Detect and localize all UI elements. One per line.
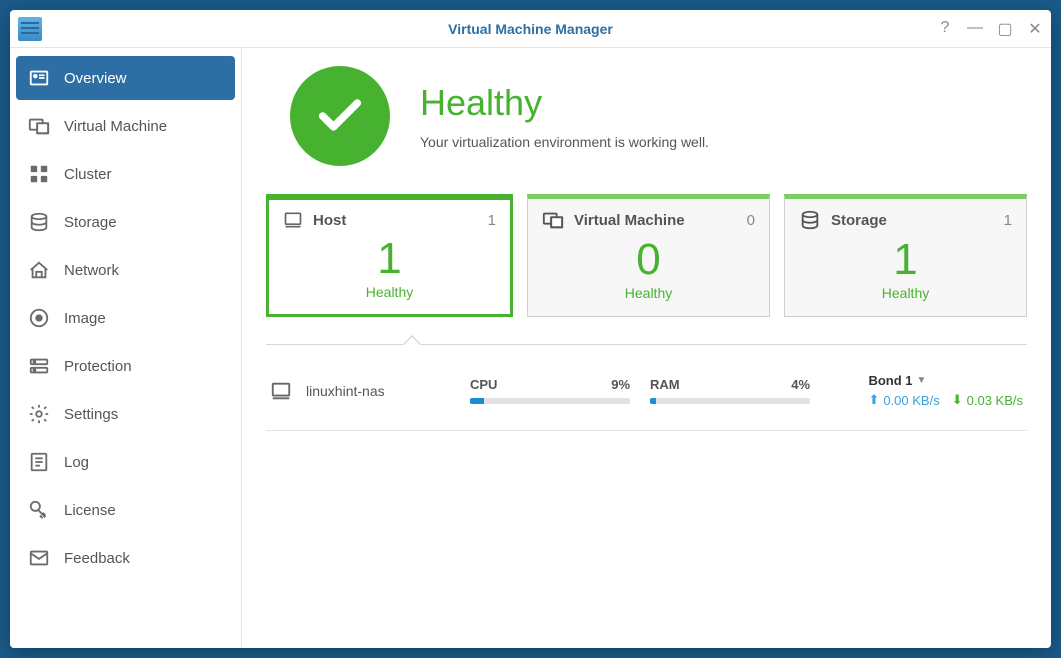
card-status: Healthy [799, 285, 1012, 301]
card-value: 1 [799, 235, 1012, 285]
sidebar-item-feedback[interactable]: Feedback [16, 536, 235, 580]
health-check-icon [290, 66, 390, 166]
sidebar-item-cluster[interactable]: Cluster [16, 152, 235, 196]
health-text: Healthy Your virtualization environment … [420, 82, 709, 150]
health-panel: Healthy Your virtualization environment … [266, 66, 1027, 166]
bond-name[interactable]: Bond 1 ▼ [868, 373, 1023, 388]
health-subtitle: Your virtualization environment is worki… [420, 134, 709, 150]
host-row[interactable]: linuxhint-nas CPU 9% RAM 4% [266, 365, 1027, 431]
overview-icon [28, 67, 50, 89]
cluster-icon [28, 163, 50, 185]
sidebar-item-label: Cluster [64, 166, 112, 183]
card-value: 1 [283, 234, 496, 284]
main-content: Healthy Your virtualization environment … [242, 48, 1051, 648]
card-storage[interactable]: Storage11Healthy [784, 194, 1027, 317]
sidebar-item-virtual-machine[interactable]: Virtual Machine [16, 104, 235, 148]
download-rate: ⬇ 0.03 KB/s [952, 392, 1023, 408]
ram-label: RAM [650, 377, 680, 392]
storage-icon [799, 209, 821, 231]
sidebar-item-label: Settings [64, 406, 118, 423]
sidebar-item-label: Overview [64, 70, 127, 87]
sidebar: Overview Virtual Machine Cluster Storage Net… [10, 48, 242, 648]
sidebar-item-network[interactable]: Network [16, 248, 235, 292]
sidebar-item-log[interactable]: Log [16, 440, 235, 484]
host-name-cell: linuxhint-nas [270, 380, 450, 402]
card-virtual-machine[interactable]: Virtual Machine00Healthy [527, 194, 770, 317]
image-icon [28, 307, 50, 329]
card-status: Healthy [283, 284, 496, 300]
sidebar-item-label: Feedback [64, 550, 130, 567]
ram-bar [650, 398, 810, 404]
app-window: Virtual Machine Manager ? — ▢ ✕ Overview… [10, 10, 1051, 648]
settings-icon [28, 403, 50, 425]
sidebar-item-license[interactable]: License [16, 488, 235, 532]
host-icon [283, 210, 303, 230]
sidebar-item-label: Image [64, 310, 106, 327]
feedback-icon [28, 547, 50, 569]
window-title: Virtual Machine Manager [10, 21, 1051, 37]
download-icon: ⬇ [952, 392, 963, 408]
card-count: 0 [747, 212, 755, 229]
card-pointer-row [266, 335, 1027, 355]
card-count: 1 [1004, 212, 1012, 229]
sidebar-item-label: Log [64, 454, 89, 471]
summary-cards: Host11HealthyVirtual Machine00HealthySto… [266, 194, 1027, 317]
cpu-metric: CPU 9% [470, 377, 630, 404]
sidebar-item-storage[interactable]: Storage [16, 200, 235, 244]
cpu-value: 9% [611, 377, 630, 392]
protection-icon [28, 355, 50, 377]
sidebar-item-label: Protection [64, 358, 132, 375]
card-label: Host [313, 212, 346, 229]
bond-info[interactable]: Bond 1 ▼ ⬆ 0.00 KB/s ⬇ 0.03 KB/s [868, 373, 1023, 408]
vm-icon [28, 115, 50, 137]
chevron-down-icon: ▼ [917, 375, 927, 386]
sidebar-item-image[interactable]: Image [16, 296, 235, 340]
vm-icon [542, 209, 564, 231]
cpu-label: CPU [470, 377, 497, 392]
log-icon [28, 451, 50, 473]
titlebar[interactable]: Virtual Machine Manager ? — ▢ ✕ [10, 10, 1051, 48]
network-icon [28, 259, 50, 281]
host-name: linuxhint-nas [306, 383, 385, 399]
card-label: Virtual Machine [574, 212, 685, 229]
cpu-bar [470, 398, 630, 404]
card-value: 0 [542, 235, 755, 285]
sidebar-item-settings[interactable]: Settings [16, 392, 235, 436]
card-count: 1 [488, 212, 496, 229]
upload-rate: ⬆ 0.00 KB/s [868, 392, 939, 408]
sidebar-item-label: License [64, 502, 116, 519]
storage-icon [28, 211, 50, 233]
health-title: Healthy [420, 82, 709, 124]
sidebar-item-label: Storage [64, 214, 117, 231]
sidebar-item-label: Virtual Machine [64, 118, 167, 135]
window-body: Overview Virtual Machine Cluster Storage Net… [10, 48, 1051, 648]
upload-icon: ⬆ [868, 392, 879, 408]
license-icon [28, 499, 50, 521]
ram-metric: RAM 4% [650, 377, 810, 404]
sidebar-item-protection[interactable]: Protection [16, 344, 235, 388]
bond-rates: ⬆ 0.00 KB/s ⬇ 0.03 KB/s [868, 392, 1023, 408]
sidebar-item-label: Network [64, 262, 119, 279]
card-label: Storage [831, 212, 887, 229]
sidebar-item-overview[interactable]: Overview [16, 56, 235, 100]
ram-value: 4% [791, 377, 810, 392]
pointer-arrow [402, 335, 422, 345]
host-icon [270, 380, 292, 402]
card-host[interactable]: Host11Healthy [266, 194, 513, 317]
card-status: Healthy [542, 285, 755, 301]
